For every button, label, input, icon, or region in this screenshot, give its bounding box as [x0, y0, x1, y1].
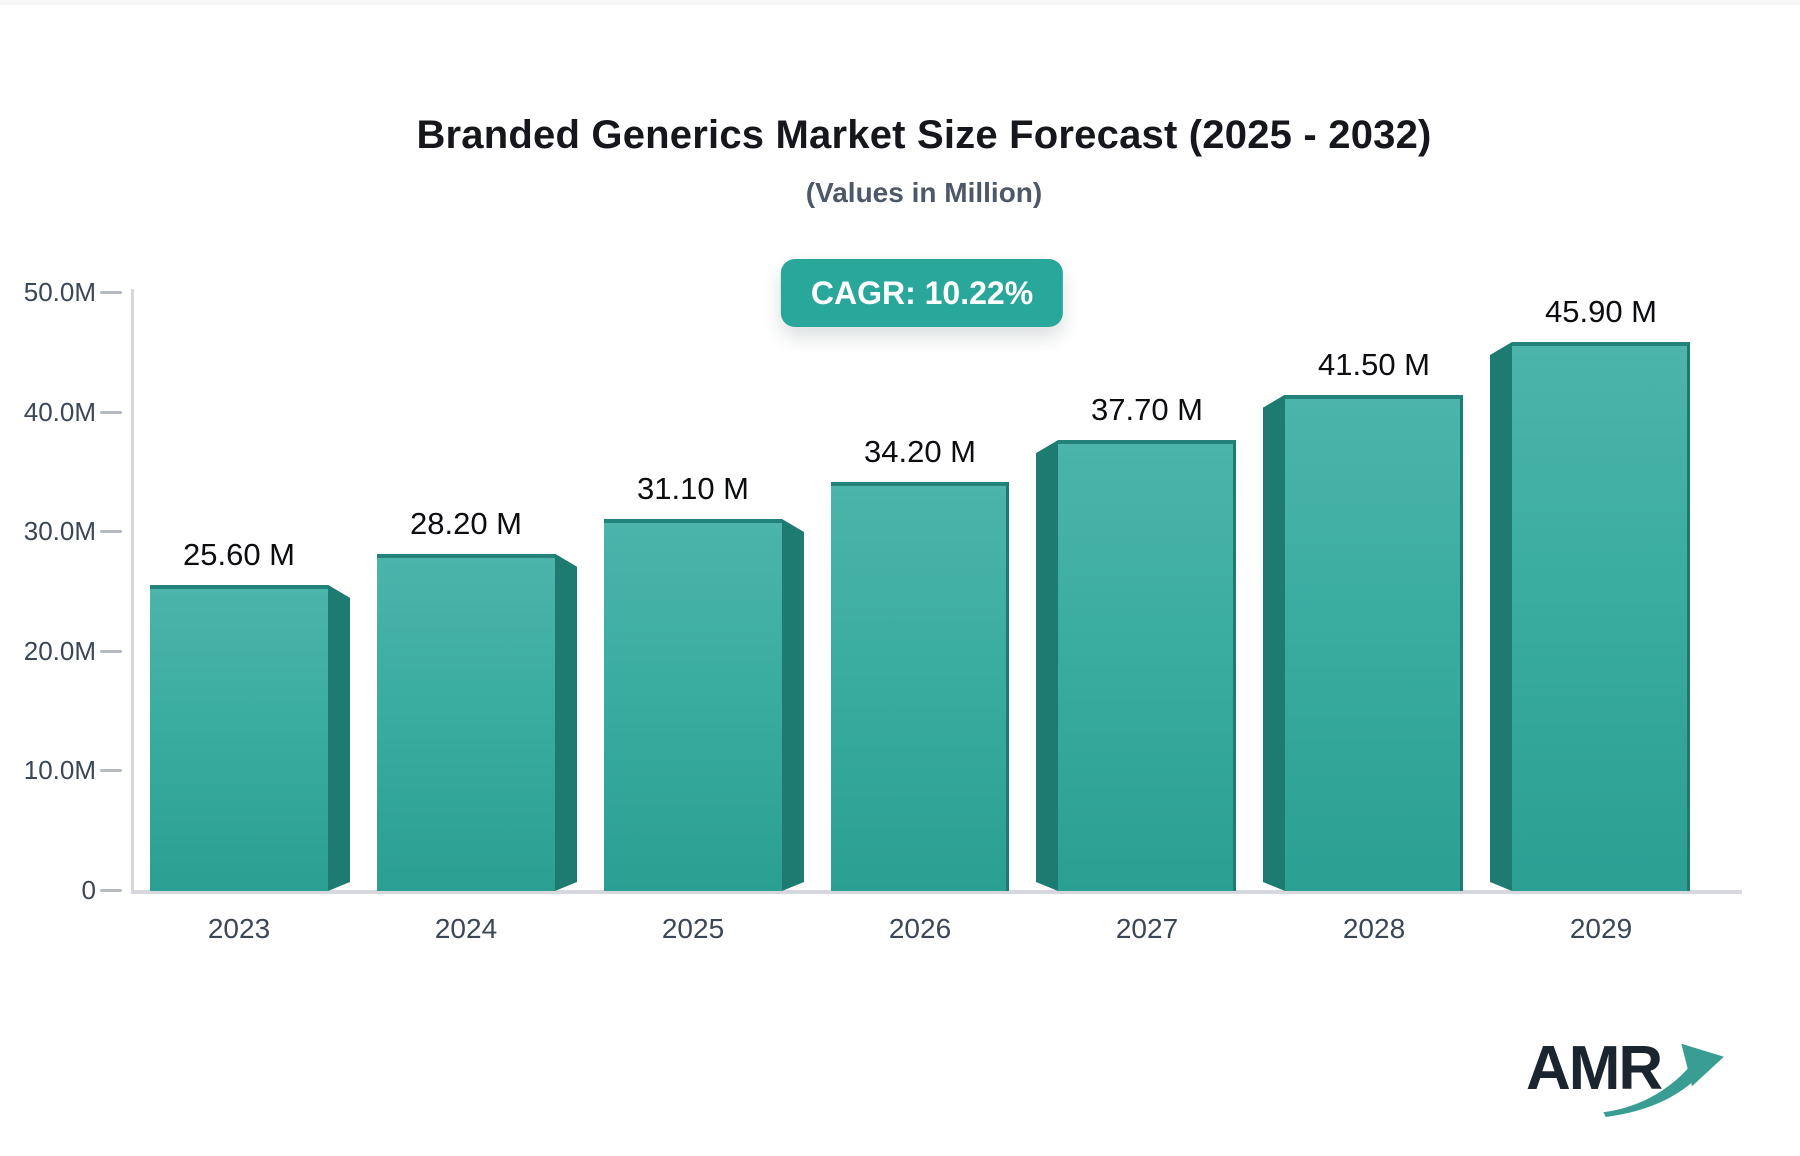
- growth-arrow-swoosh: [1603, 1062, 1703, 1117]
- x-axis-label: 2025: [661, 913, 725, 944]
- growth-arrow-icon: [1603, 1043, 1724, 1117]
- x-axis-label: 2029: [1569, 913, 1633, 944]
- x-axis-label: 2028: [1342, 913, 1406, 944]
- bar-2026: [831, 481, 1009, 891]
- y-axis-tick-label: 30.0M: [23, 516, 96, 547]
- x-axis-label: 2024: [434, 913, 498, 944]
- bar-2027: [1058, 440, 1236, 891]
- y-axis-tick-label: 40.0M: [23, 396, 96, 427]
- bar-value-label: 41.50 M: [1317, 346, 1431, 382]
- growth-arrow-head: [1681, 1043, 1724, 1087]
- y-axis-tick: [100, 889, 122, 892]
- bar-side-2023: [328, 585, 350, 891]
- amr-logo-text: AMR: [1526, 1034, 1663, 1103]
- bar-side-2028: [1263, 395, 1285, 891]
- bar-2023: [150, 584, 328, 891]
- y-axis-tick: [100, 291, 122, 294]
- bar-value-label: 31.10 M: [636, 471, 750, 507]
- bar-side-2025: [782, 519, 804, 891]
- bar-2028: [1285, 394, 1463, 891]
- plot-area: 0 10.0M 20.0M 30.0M 40.0M 50.0M 25.60 M 2023 28.…: [0, 5, 1800, 1156]
- y-axis-tick: [100, 530, 122, 534]
- x-axis-label: 2027: [1115, 913, 1179, 944]
- bar-2029: [1512, 342, 1690, 891]
- x-axis-label: 2026: [888, 913, 952, 944]
- y-axis-tick-label: 0: [81, 875, 96, 905]
- bar-2025: [604, 519, 782, 891]
- bar-value-label: 45.90 M: [1544, 294, 1658, 330]
- bar-value-label: 34.20 M: [863, 433, 977, 469]
- bar-value-label: 37.70 M: [1090, 392, 1204, 428]
- bar-side-2024: [555, 554, 577, 891]
- y-axis-tick: [100, 410, 122, 414]
- y-axis-tick-label: 50.0M: [23, 277, 96, 307]
- bar-side-2029: [1490, 342, 1512, 891]
- cagr-badge: CAGR: 10.22%: [780, 259, 1064, 327]
- bar-value-label: 25.60 M: [182, 536, 296, 572]
- x-axis-label: 2023: [207, 913, 271, 944]
- y-axis-tick-label: 20.0M: [23, 635, 96, 666]
- chart-title: Branded Generics Market Size Forecast (2…: [416, 113, 1432, 157]
- x-axis-line: [131, 890, 1742, 894]
- chart-subtitle: (Values in Million): [805, 177, 1043, 208]
- y-axis-tick: [100, 649, 122, 653]
- bar-side-2027: [1036, 440, 1058, 891]
- amr-logo: AMR: [1526, 1033, 1756, 1123]
- y-axis-tick: [100, 769, 122, 773]
- bar-value-label: 28.20 M: [409, 505, 523, 541]
- y-axis-tick-label: 10.0M: [23, 755, 96, 786]
- y-axis-line: [131, 289, 134, 894]
- bar-2024: [377, 553, 555, 891]
